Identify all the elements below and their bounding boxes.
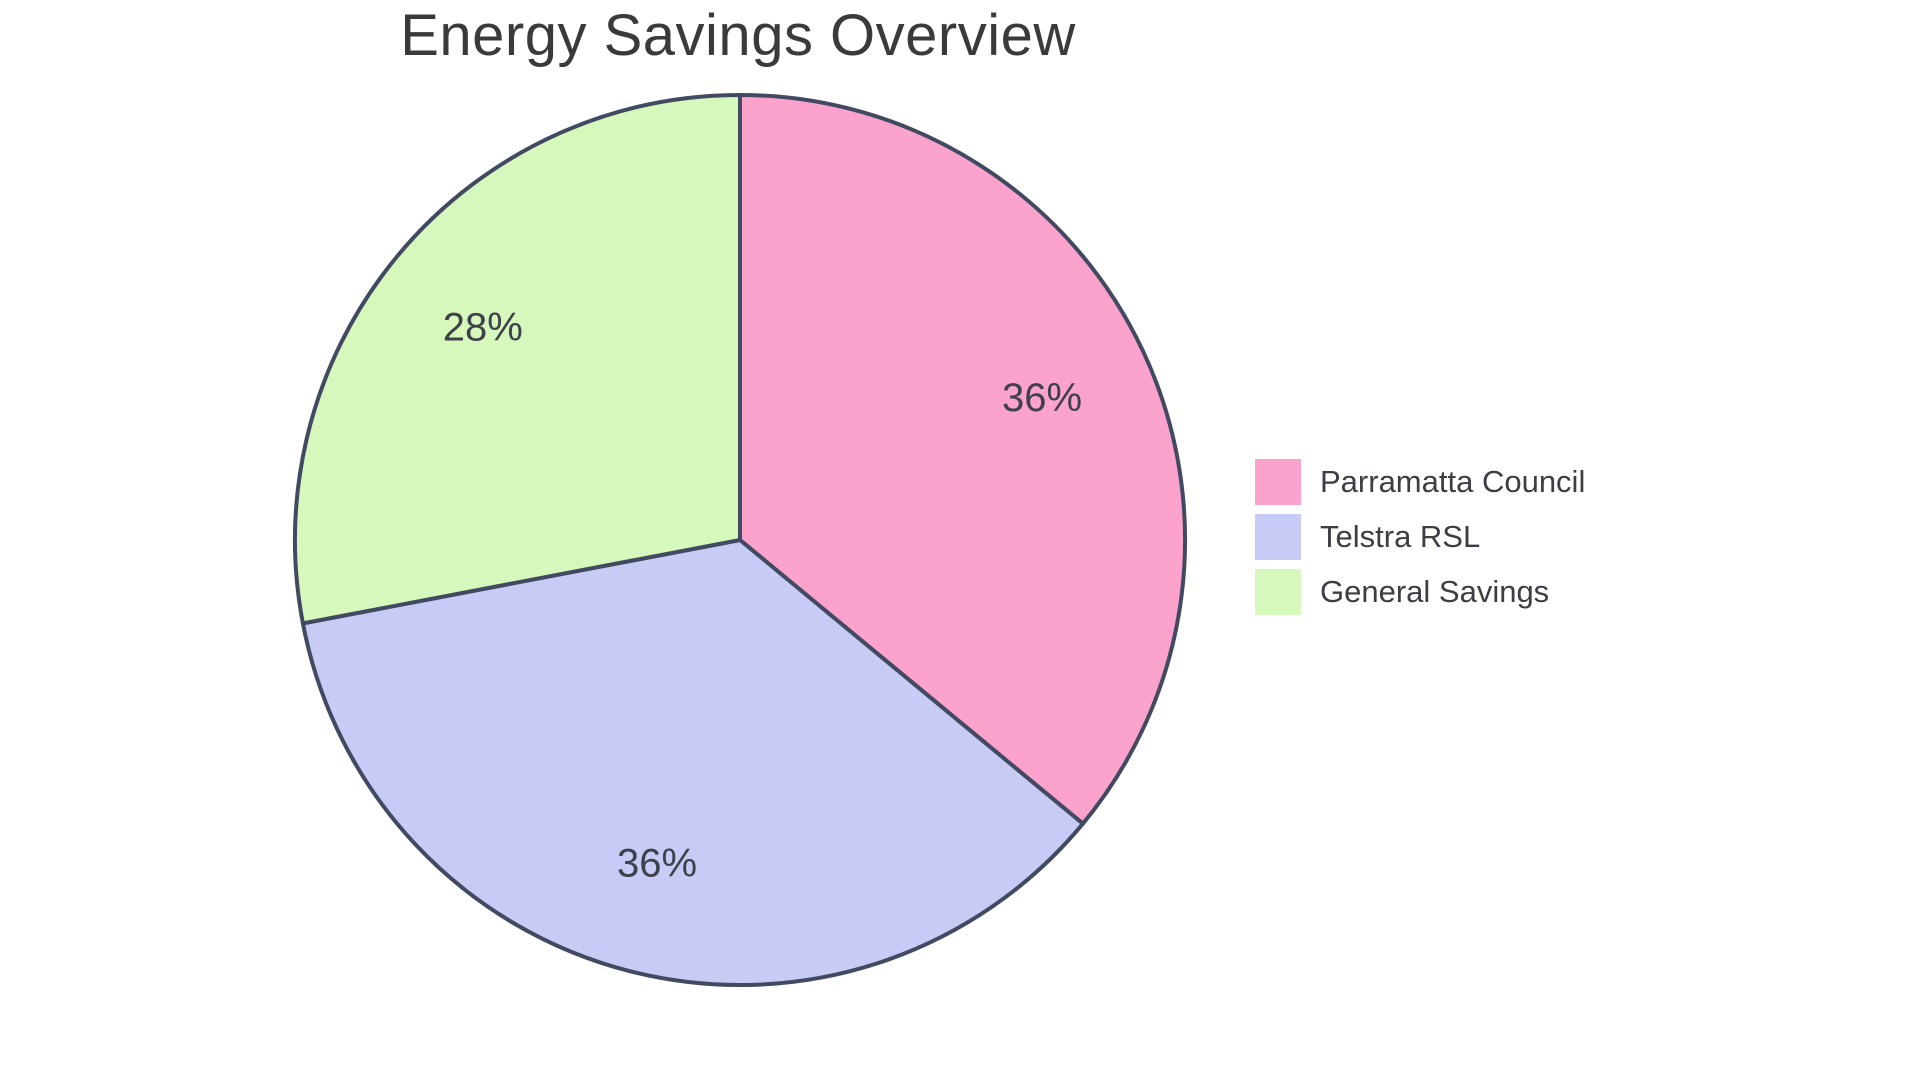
legend-label: Telstra RSL — [1320, 519, 1481, 554]
pie-slice-percent-label: 36% — [1002, 376, 1082, 420]
pie-slice-general-savings — [293, 93, 742, 626]
pie-slice-percent-label: 28% — [443, 305, 523, 349]
legend-item: Parramatta Council — [1255, 459, 1585, 505]
legend-label: General Savings — [1320, 574, 1550, 609]
legend-swatch — [1255, 514, 1301, 560]
chart-title: Energy Savings Overview — [400, 3, 1076, 68]
legend-swatch — [1255, 569, 1301, 615]
legend-item: General Savings — [1255, 569, 1585, 615]
legend: Parramatta Council Telstra RSL General S… — [1255, 459, 1585, 624]
pie-slice-parramatta-council — [738, 93, 1188, 826]
legend-swatch — [1255, 459, 1301, 505]
pie-slice-percent-label: 36% — [617, 841, 697, 885]
pie-slice-telstra-rsl — [300, 538, 1085, 987]
legend-item: Telstra RSL — [1255, 514, 1585, 560]
legend-label: Parramatta Council — [1320, 464, 1586, 499]
